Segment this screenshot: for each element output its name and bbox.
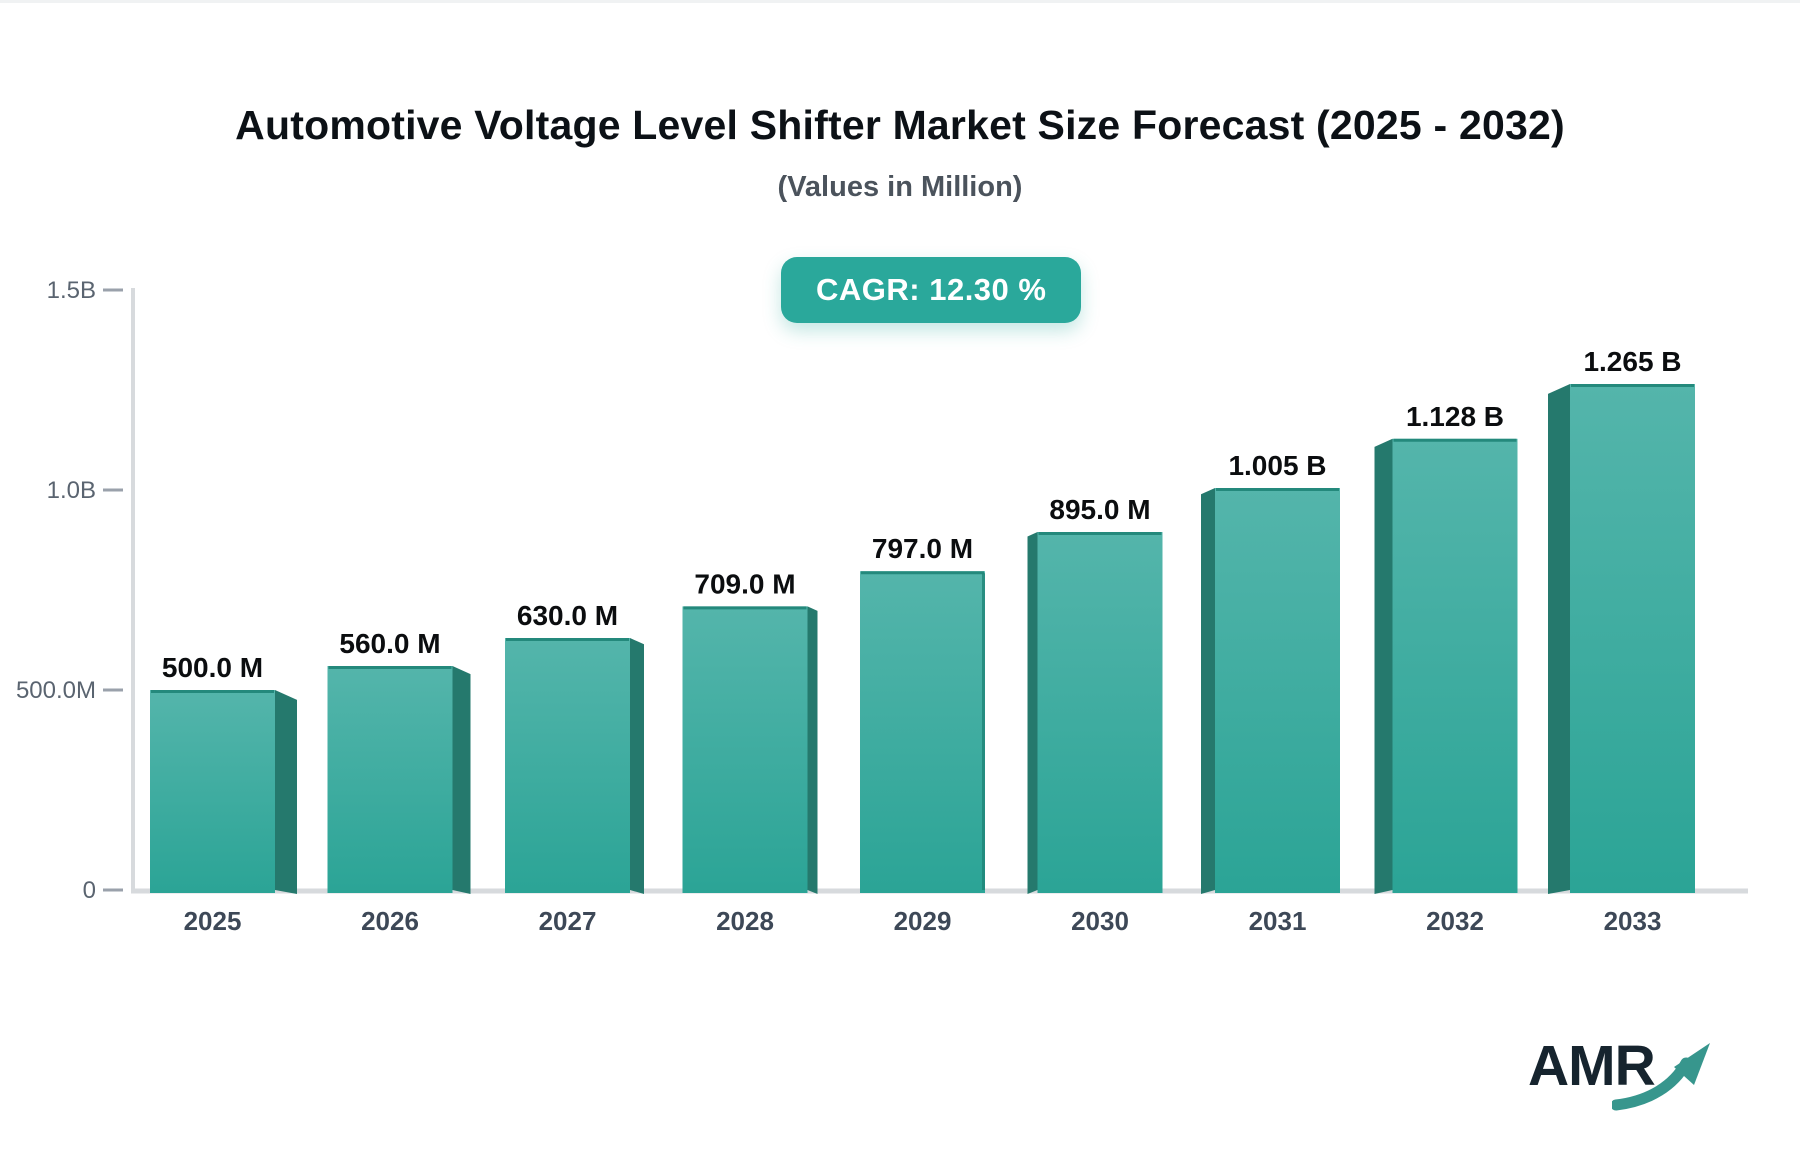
chart-subtitle: (Values in Million) bbox=[777, 171, 1023, 203]
y-tick-label: 1.0B bbox=[47, 477, 96, 504]
bar-value-label: 1.128 B bbox=[1406, 401, 1504, 432]
bar-value-label: 1.005 B bbox=[1228, 450, 1326, 481]
amr-logo: AMR bbox=[1528, 1033, 1728, 1118]
x-tick-label: 2029 bbox=[894, 906, 952, 936]
bar-value-label: 1.265 B bbox=[1583, 346, 1681, 377]
chart-title: Automotive Voltage Level Shifter Market … bbox=[235, 102, 1565, 148]
bar-2027 bbox=[505, 638, 630, 893]
bar-value-label: 797.0 M bbox=[872, 533, 973, 564]
bar-chart: 1.5B 1.0B 500.0M 0 500.0 M 2025 560.0 M 2026 630… bbox=[16, 277, 1748, 936]
bar-value-label: 709.0 M bbox=[694, 568, 795, 599]
x-tick-label: 2030 bbox=[1071, 906, 1129, 936]
bar-2033 bbox=[1570, 384, 1695, 893]
bar-value-label: 630.0 M bbox=[517, 600, 618, 631]
bar-2028 bbox=[682, 606, 808, 893]
bar-value-label: 560.0 M bbox=[339, 628, 440, 659]
x-tick-label: 2026 bbox=[361, 906, 419, 936]
x-tick-label: 2025 bbox=[184, 906, 242, 936]
bar-value-label: 895.0 M bbox=[1049, 494, 1150, 525]
bar-side-2033 bbox=[1548, 384, 1570, 894]
y-tick-label: 1.5B bbox=[47, 277, 96, 304]
bar-2030 bbox=[1037, 532, 1163, 893]
x-tick-label: 2033 bbox=[1604, 906, 1662, 936]
bar-side-2030 bbox=[1027, 532, 1038, 894]
bar-side-2025 bbox=[275, 690, 297, 894]
cagr-badge-label: CAGR: 12.30 % bbox=[816, 272, 1047, 307]
cagr-badge: CAGR: 12.30 % bbox=[781, 257, 1082, 323]
bar-side-2026 bbox=[452, 666, 471, 894]
bar-2032 bbox=[1392, 438, 1518, 893]
bar-value-label: 500.0 M bbox=[162, 652, 263, 683]
growth-arrow-icon bbox=[1612, 1043, 1710, 1111]
bar-2029 bbox=[860, 571, 985, 893]
y-tick-label: 0 bbox=[83, 877, 96, 904]
x-tick-label: 2028 bbox=[716, 906, 774, 936]
x-tick-label: 2027 bbox=[539, 906, 597, 936]
bar-side-2027 bbox=[630, 638, 644, 894]
bar-2025 bbox=[150, 690, 275, 893]
bar-side-2028 bbox=[807, 606, 818, 894]
bar-2026 bbox=[327, 666, 453, 893]
x-tick-label: 2031 bbox=[1249, 906, 1307, 936]
x-tick-label: 2032 bbox=[1426, 906, 1484, 936]
bar-side-2032 bbox=[1374, 438, 1393, 894]
amr-logo-text: AMR bbox=[1528, 1034, 1656, 1098]
bar-2031 bbox=[1215, 488, 1340, 893]
bar-side-2031 bbox=[1201, 488, 1215, 894]
y-tick-label: 500.0M bbox=[16, 677, 96, 704]
